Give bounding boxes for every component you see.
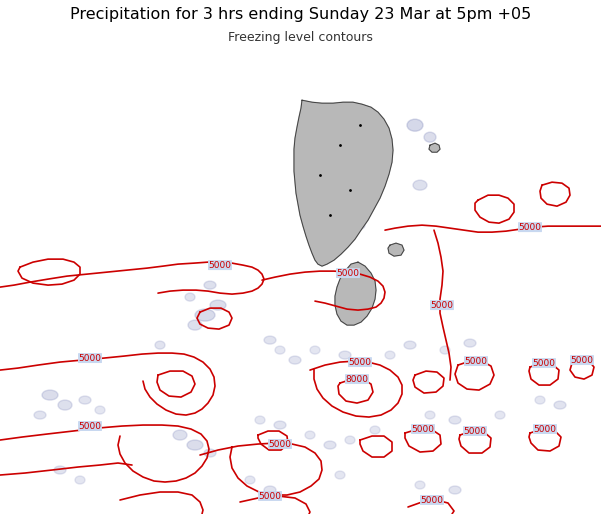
Ellipse shape xyxy=(407,119,423,131)
Ellipse shape xyxy=(275,346,285,354)
Ellipse shape xyxy=(245,476,255,484)
Ellipse shape xyxy=(155,341,165,349)
Polygon shape xyxy=(335,262,376,325)
Text: 5000: 5000 xyxy=(79,421,102,431)
Text: 5000: 5000 xyxy=(209,261,231,270)
Text: 5000: 5000 xyxy=(258,491,281,501)
Ellipse shape xyxy=(204,449,216,457)
Ellipse shape xyxy=(95,406,105,414)
Text: 5000: 5000 xyxy=(79,354,102,362)
Ellipse shape xyxy=(440,346,450,354)
Polygon shape xyxy=(429,143,440,152)
Ellipse shape xyxy=(404,341,416,349)
Ellipse shape xyxy=(324,441,336,449)
Ellipse shape xyxy=(535,396,545,404)
Polygon shape xyxy=(294,100,393,266)
Ellipse shape xyxy=(79,396,91,404)
Ellipse shape xyxy=(335,471,345,479)
Ellipse shape xyxy=(274,421,286,429)
Ellipse shape xyxy=(255,416,265,424)
Text: Freezing level contours: Freezing level contours xyxy=(228,31,373,44)
Ellipse shape xyxy=(415,481,425,489)
Ellipse shape xyxy=(425,411,435,419)
Ellipse shape xyxy=(554,401,566,409)
Ellipse shape xyxy=(264,336,276,344)
Ellipse shape xyxy=(385,351,395,359)
Ellipse shape xyxy=(370,426,380,434)
Text: 5000: 5000 xyxy=(570,356,594,364)
Text: 5000: 5000 xyxy=(269,439,291,449)
Text: 5000: 5000 xyxy=(430,301,454,309)
Ellipse shape xyxy=(424,132,436,142)
Ellipse shape xyxy=(173,430,187,440)
Ellipse shape xyxy=(54,466,66,474)
Ellipse shape xyxy=(355,221,365,229)
Text: 5000: 5000 xyxy=(465,357,487,365)
Text: 5000: 5000 xyxy=(534,425,557,433)
Ellipse shape xyxy=(264,486,276,494)
Text: 5000: 5000 xyxy=(421,495,444,505)
Ellipse shape xyxy=(464,339,476,347)
Ellipse shape xyxy=(42,390,58,400)
Text: 5000: 5000 xyxy=(519,223,542,232)
Ellipse shape xyxy=(188,320,202,330)
Text: 5000: 5000 xyxy=(412,425,435,433)
Ellipse shape xyxy=(75,476,85,484)
Ellipse shape xyxy=(413,180,427,190)
Text: 5000: 5000 xyxy=(337,269,359,278)
Ellipse shape xyxy=(449,416,461,424)
Ellipse shape xyxy=(310,346,320,354)
Text: Precipitation for 3 hrs ending Sunday 23 Mar at 5pm +05: Precipitation for 3 hrs ending Sunday 23… xyxy=(70,7,531,22)
Ellipse shape xyxy=(345,436,355,444)
Ellipse shape xyxy=(339,351,351,359)
Ellipse shape xyxy=(204,281,216,289)
Ellipse shape xyxy=(185,293,195,301)
Text: 5000: 5000 xyxy=(532,359,555,368)
Text: 8000: 8000 xyxy=(346,375,368,383)
Ellipse shape xyxy=(187,440,203,450)
Text: 5000: 5000 xyxy=(463,427,486,435)
Ellipse shape xyxy=(305,431,315,439)
Polygon shape xyxy=(388,243,404,256)
Ellipse shape xyxy=(289,356,301,364)
Text: 5000: 5000 xyxy=(349,358,371,366)
Ellipse shape xyxy=(210,300,226,310)
Ellipse shape xyxy=(449,486,461,494)
Ellipse shape xyxy=(34,411,46,419)
Ellipse shape xyxy=(58,400,72,410)
Ellipse shape xyxy=(339,236,351,244)
Ellipse shape xyxy=(495,411,505,419)
Ellipse shape xyxy=(195,309,215,321)
